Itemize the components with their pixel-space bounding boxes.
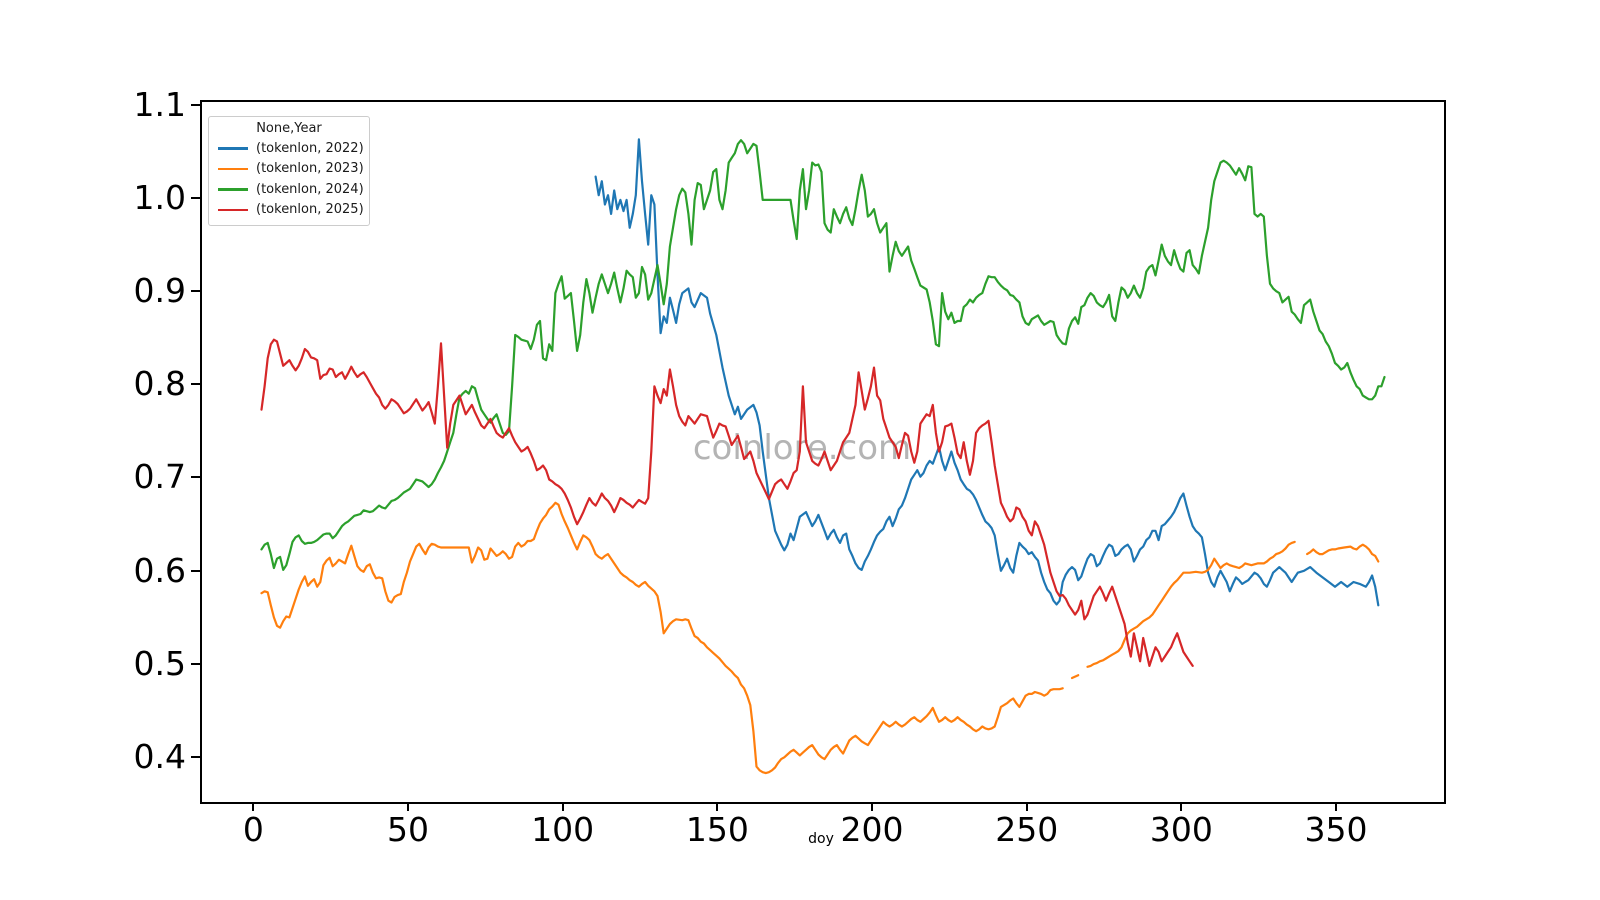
x-tick-mark [716,802,719,811]
series-line-2023 [260,501,1064,775]
legend-item-2022: (tokenlon, 2022) [215,138,364,159]
legend-items: (tokenlon, 2022) (tokenlon, 2023) (tokenlo… [215,138,364,221]
x-tick-label: 200 [840,810,904,849]
x-tick-label: 50 [387,810,430,849]
y-tick-mark [191,103,200,106]
y-tick-label: 0.6 [133,550,186,590]
y-tick-mark [191,662,200,665]
y-tick-mark [191,569,200,572]
x-axis-label: doy [808,831,834,847]
y-tick-label: 1.0 [133,177,186,217]
legend: None,Year (tokenlon, 2022) (tokenlon, 202… [208,116,370,226]
series-line-2024 [260,139,1386,571]
x-tick-mark [561,802,564,811]
y-tick-mark [191,756,200,759]
legend-title: None,Year [256,121,322,136]
x-tick-mark [1180,802,1183,811]
y-tick-label: 0.5 [133,643,186,683]
legend-item-label: (tokenlon, 2024) [256,181,364,197]
series-line-2022 [594,138,1380,607]
legend-swatch-2022 [218,147,248,150]
y-tick-mark [191,383,200,386]
series-line-2023 [1306,543,1380,563]
legend-swatch-2025 [218,208,248,211]
legend-item-2024: (tokenlon, 2024) [215,179,364,200]
y-tick-label: 0.7 [133,457,186,497]
legend-item-label: (tokenlon, 2022) [256,140,364,156]
x-tick-label: 350 [1304,810,1368,849]
legend-item-label: (tokenlon, 2025) [256,202,364,218]
legend-item-2025: (tokenlon, 2025) [215,200,364,221]
legend-swatch-2024 [218,188,248,191]
x-tick-mark [407,802,410,811]
series-line-2023 [1070,674,1080,680]
x-tick-mark [252,802,255,811]
legend-swatch-2023 [218,167,248,170]
plot-lines [260,138,1386,775]
y-tick-label: 0.8 [133,364,186,404]
x-tick-label: 300 [1149,810,1213,849]
y-tick-mark [191,196,200,199]
y-tick-label: 0.4 [133,737,186,777]
y-tick-mark [191,476,200,479]
legend-item-label: (tokenlon, 2023) [256,161,364,177]
x-tick-label: 250 [995,810,1059,849]
legend-item-2023: (tokenlon, 2023) [215,159,364,180]
y-tick-label: 0.9 [133,271,186,311]
series-line-2023 [1086,540,1296,668]
x-tick-label: 0 [242,810,264,849]
series-line-2025 [260,338,1194,667]
x-tick-label: 100 [531,810,595,849]
x-tick-mark [1025,802,1028,811]
x-tick-mark [1335,802,1338,811]
plot-area: coinlore.com None,Year (tokenlon, 2022)(… [200,100,1446,804]
x-tick-label: 150 [685,810,749,849]
x-tick-mark [871,802,874,811]
y-tick-label: 1.1 [133,84,186,124]
y-tick-mark [191,290,200,293]
